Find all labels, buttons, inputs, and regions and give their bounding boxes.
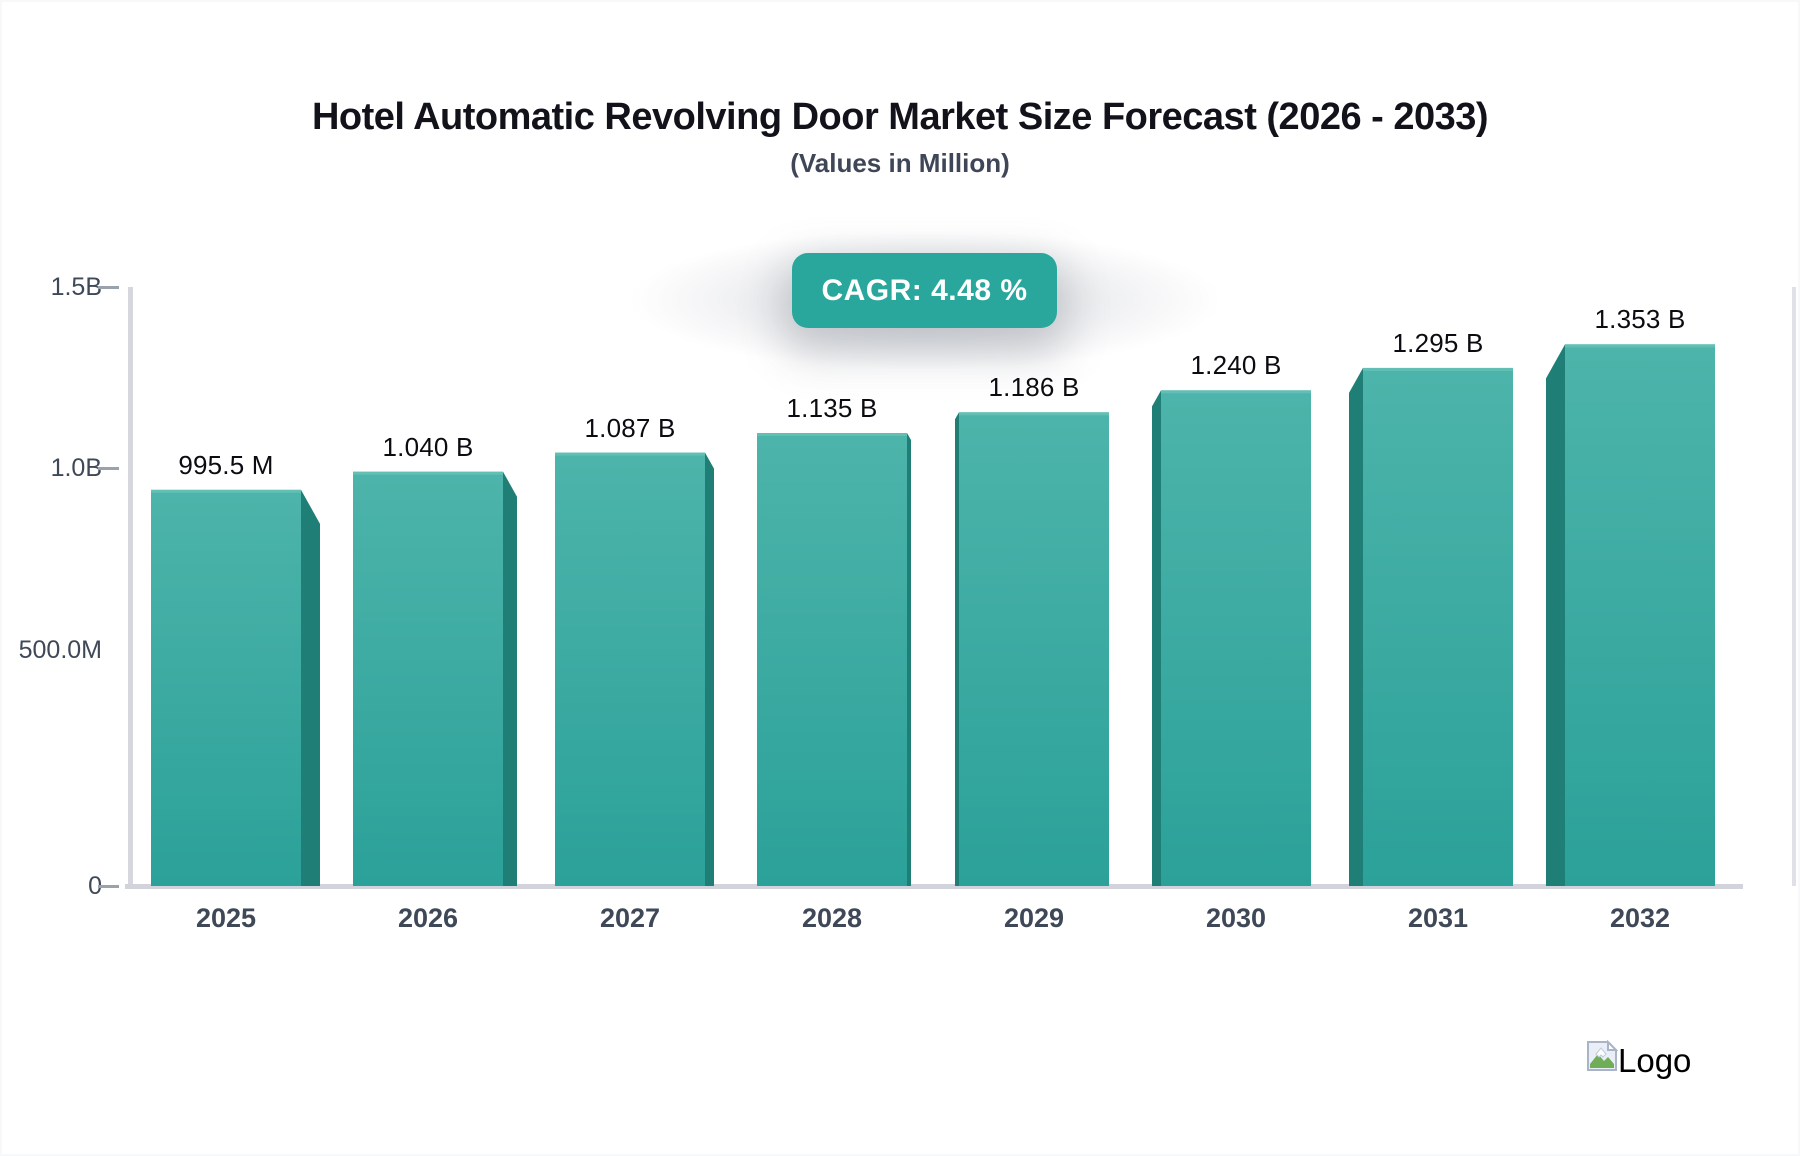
bar-value-label: 1.040 B — [382, 431, 474, 462]
bar-2031 — [1349, 367, 1513, 886]
bar-face — [1565, 344, 1715, 887]
bar-face — [151, 489, 301, 886]
x-axis-label: 2029 — [1003, 903, 1065, 933]
y-axis-label: 500.0M — [18, 636, 102, 664]
bar-3d-side — [1152, 390, 1161, 886]
bar-2028 — [757, 433, 911, 886]
bar-top-highlight — [1161, 390, 1311, 394]
bar-value-label: 1.135 B — [786, 393, 878, 424]
x-axis-baseline — [125, 884, 1743, 889]
x-axis-label: 2028 — [801, 903, 863, 933]
y-axis-tick — [98, 885, 119, 888]
y-axis-tick — [98, 467, 119, 470]
logo: Logo — [1586, 1040, 1691, 1088]
bar-top-highlight — [757, 433, 907, 437]
bar-3d-side — [955, 412, 959, 886]
bar-value-label: 1.353 B — [1594, 304, 1686, 335]
bar-value-label: 995.5 M — [178, 449, 274, 480]
bar-value-label: 1.186 B — [988, 372, 1080, 403]
bar-face — [555, 452, 705, 886]
bar-2025 — [151, 489, 320, 886]
bar-face — [1363, 367, 1513, 886]
x-axis-label: 2026 — [397, 903, 459, 933]
y-axis-line — [128, 287, 133, 887]
x-axis-label: 2030 — [1205, 903, 1267, 933]
bar-2027 — [555, 452, 714, 886]
bar-3d-side — [1546, 344, 1565, 887]
logo-label: Logo — [1618, 1042, 1692, 1079]
bar-face — [757, 433, 907, 886]
bar-2029 — [955, 412, 1109, 886]
bar-top-highlight — [151, 489, 301, 493]
bar-3d-side — [503, 471, 517, 886]
bar-3d-side — [1349, 367, 1363, 886]
y-axis-label: 1.0B — [50, 454, 102, 482]
x-axis-label: 2027 — [599, 903, 661, 933]
bar-face — [1161, 390, 1311, 886]
bar-value-label: 1.087 B — [584, 412, 676, 443]
bar-3d-side — [705, 452, 714, 886]
y-axis-label: 0 — [88, 872, 102, 900]
x-axis-label: 2031 — [1407, 903, 1469, 933]
bar-top-highlight — [1565, 344, 1715, 348]
broken-image-icon — [1587, 1040, 1618, 1071]
bar-2030 — [1152, 390, 1311, 886]
plot-right-border — [1792, 287, 1796, 886]
y-axis-tick — [98, 286, 119, 289]
cagr-badge: CAGR: 4.48 % — [792, 253, 1057, 328]
bar-top-highlight — [959, 412, 1109, 416]
bar-3d-side — [907, 433, 911, 886]
bar-face — [353, 471, 503, 886]
bar-top-highlight — [555, 452, 705, 456]
bar-top-highlight — [353, 471, 503, 475]
bar-2026 — [353, 471, 517, 886]
x-axis-label: 2032 — [1609, 903, 1671, 933]
bar-value-label: 1.240 B — [1190, 350, 1282, 381]
chart-subtitle: (Values in Million) — [790, 148, 1010, 178]
bar-value-label: 1.295 B — [1392, 327, 1484, 358]
chart-title: Hotel Automatic Revolving Door Market Si… — [311, 96, 1489, 138]
x-axis-label: 2025 — [195, 903, 257, 933]
bar-face — [959, 412, 1109, 886]
bar-top-highlight — [1363, 367, 1513, 371]
bar-3d-side — [301, 489, 320, 886]
y-axis-label: 1.5B — [50, 273, 102, 301]
bar-2032 — [1546, 344, 1715, 887]
